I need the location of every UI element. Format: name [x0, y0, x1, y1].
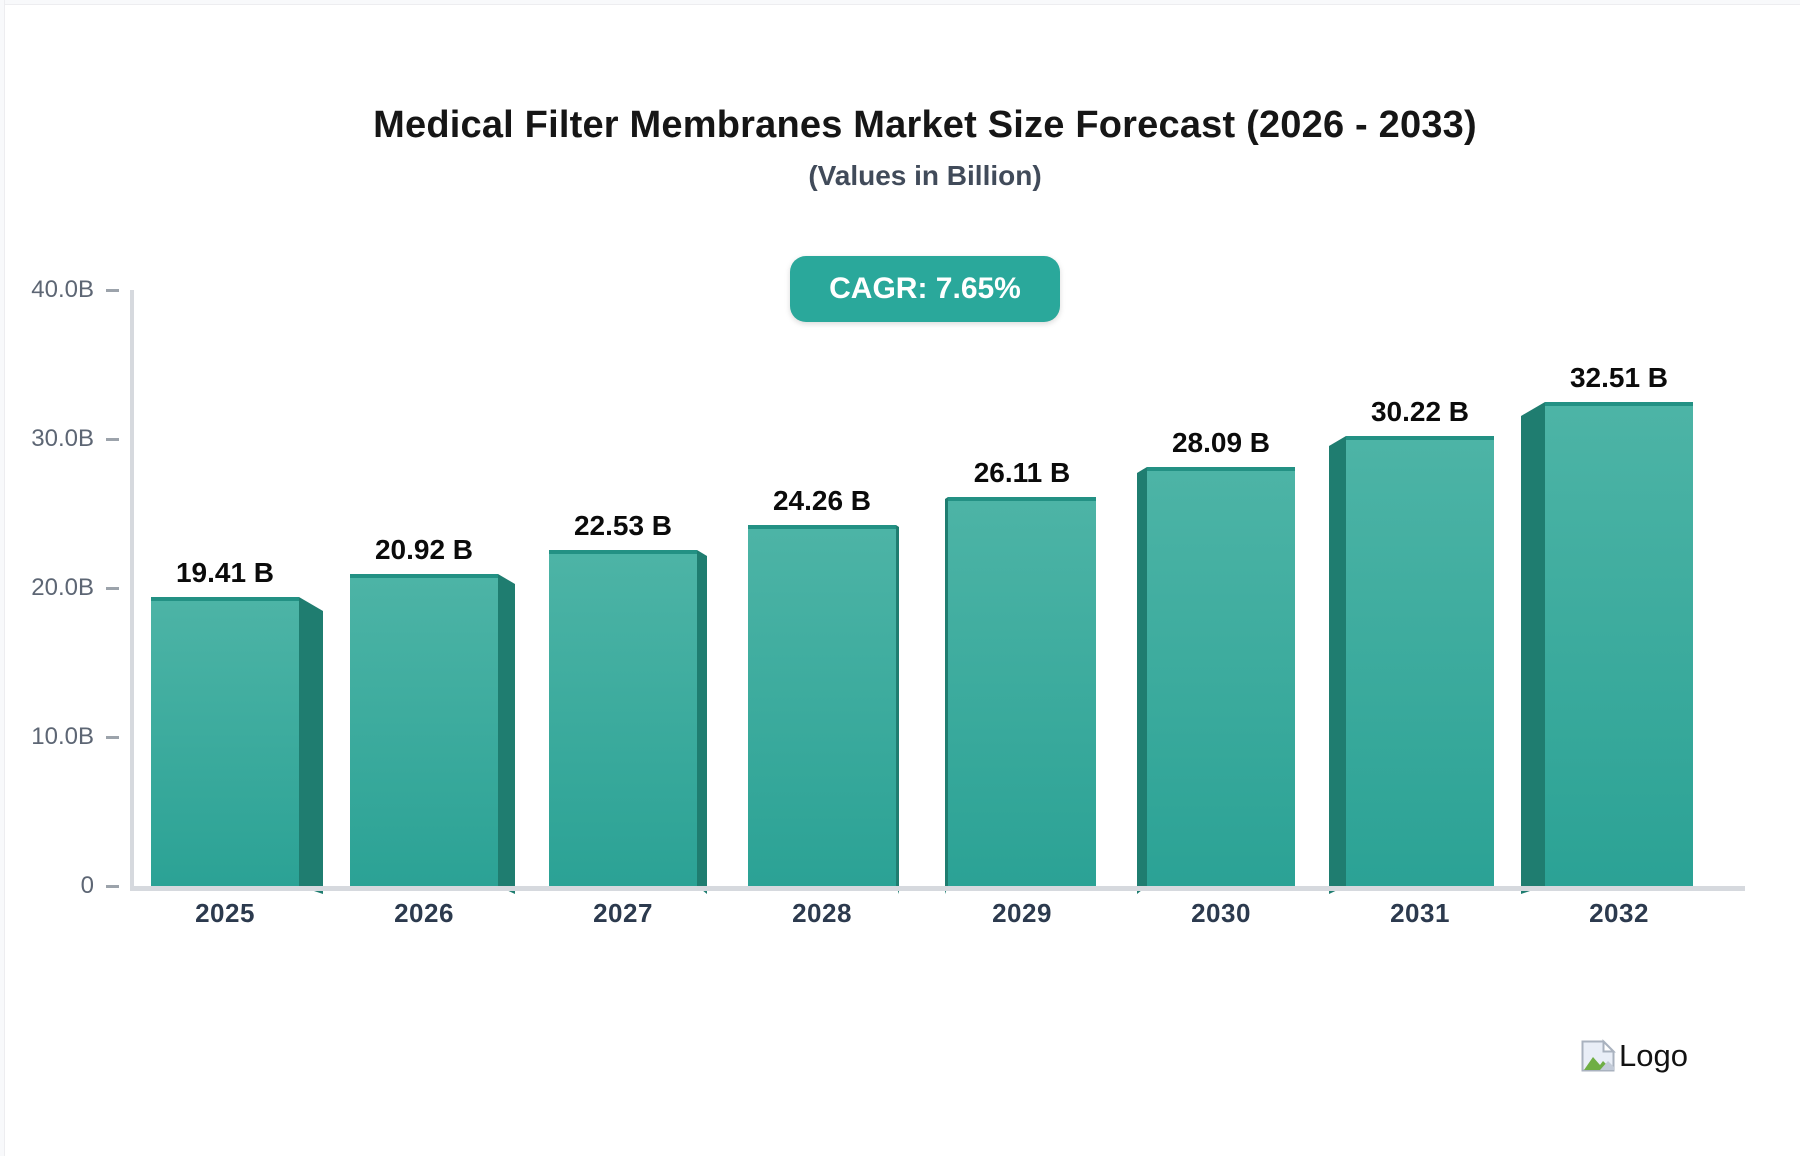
x-axis-label-2028: 2028 — [792, 898, 852, 928]
bar-top-edge — [549, 550, 697, 554]
logo: Logo — [1580, 1038, 1688, 1074]
bar-top-edge — [1545, 402, 1693, 406]
bar-3d-side — [697, 550, 707, 894]
x-axis-label-2025: 2025 — [195, 898, 255, 928]
bar-2028[interactable] — [748, 525, 896, 886]
bar-3d-side — [896, 525, 899, 894]
y-axis-tick — [106, 736, 119, 739]
x-axis-label-2027: 2027 — [593, 898, 653, 928]
y-axis-label: 40.0B — [31, 276, 94, 303]
bar-top-edge — [1346, 436, 1494, 440]
bar-2030[interactable] — [1147, 467, 1295, 886]
bar-value-label: 30.22 B — [1370, 396, 1470, 427]
y-axis-tick — [106, 587, 119, 590]
y-axis-tick — [106, 438, 119, 441]
x-axis-label-2032: 2032 — [1589, 898, 1649, 928]
bar-3d-side — [498, 574, 515, 894]
bar-3d-side — [1521, 402, 1545, 894]
cagr-badge: CAGR: 7.65% — [790, 256, 1060, 322]
bar-value-label: 26.11 B — [973, 457, 1071, 488]
bar-top-edge — [151, 597, 299, 601]
x-axis-line — [130, 886, 1745, 891]
chart-title: Medical Filter Membranes Market Size For… — [373, 104, 1477, 146]
bar-3d-side — [945, 497, 948, 894]
bar-value-label: 19.41 B — [175, 557, 275, 588]
chart-subheader: (Values in Billion) — [0, 160, 1800, 192]
bar-3d-side — [299, 597, 323, 894]
bar-3d-side — [1137, 467, 1147, 894]
bar-2032[interactable] — [1545, 402, 1693, 886]
y-axis-tick — [106, 289, 119, 292]
chart-subtitle: (Values in Billion) — [808, 160, 1042, 191]
y-axis-label: 20.0B — [31, 574, 94, 601]
y-axis-label: 10.0B — [31, 723, 94, 750]
y-axis-label: 0 — [80, 872, 94, 899]
bar-2026[interactable] — [350, 574, 498, 886]
x-axis-label-2030: 2030 — [1191, 898, 1251, 928]
logo-alt-text: Logo — [1619, 1038, 1688, 1073]
page-border-top — [0, 0, 1800, 5]
page-border-left — [0, 0, 5, 1156]
x-axis-label-2026: 2026 — [394, 898, 454, 928]
x-axis-label-2029: 2029 — [992, 898, 1052, 928]
bar-2031[interactable] — [1346, 436, 1494, 886]
bar-value-label: 22.53 B — [573, 510, 673, 541]
y-axis-line — [130, 290, 134, 886]
bar-2029[interactable] — [948, 497, 1096, 886]
bar-value-label: 32.51 B — [1569, 362, 1669, 393]
bar-top-edge — [1147, 467, 1295, 471]
y-axis-label: 30.0B — [31, 425, 94, 452]
bar-3d-side — [1329, 436, 1346, 894]
bar-value-label: 24.26 B — [772, 485, 872, 516]
bar-value-label: 28.09 B — [1171, 427, 1271, 458]
bar-top-edge — [948, 497, 1096, 501]
x-axis-label-2031: 2031 — [1390, 898, 1450, 928]
bar-top-edge — [748, 525, 896, 529]
broken-image-icon — [1580, 1039, 1616, 1073]
bar-2025[interactable] — [151, 597, 299, 886]
bar-top-edge — [350, 574, 498, 578]
chart-header: Medical Filter Membranes Market Size For… — [0, 104, 1800, 147]
bar-value-label: 20.92 B — [374, 534, 474, 565]
y-axis-tick — [106, 885, 119, 888]
bar-2027[interactable] — [549, 550, 697, 886]
